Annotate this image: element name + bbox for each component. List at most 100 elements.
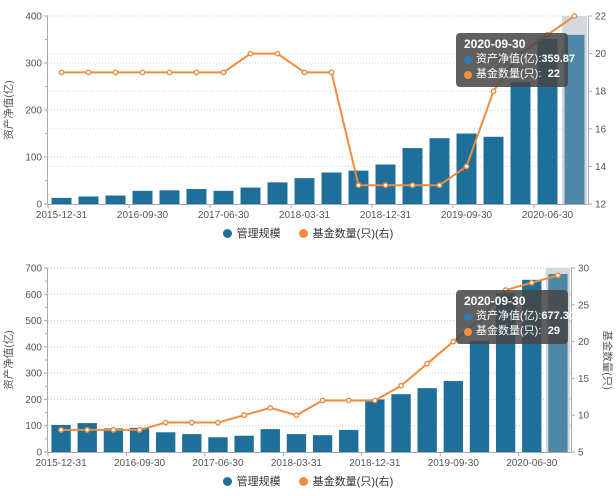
legend-item-aum[interactable]: 管理规模 [222,473,281,489]
line-marker-2020-06-30[interactable] [544,31,551,38]
line-marker-2019-03-31[interactable] [398,382,404,389]
bar-2018-06-30[interactable] [321,172,342,204]
line-marker-2015-12-31[interactable] [58,69,65,76]
line-marker-2017-12-31[interactable] [274,50,281,57]
x-tick-label: 2020-06-30 [522,210,574,221]
bar-2015-12-31[interactable] [51,424,71,452]
line-marker-2016-03-31[interactable] [84,427,91,433]
left-axis-title: 资产净值(亿) [2,330,15,390]
bar-2018-03-31[interactable] [294,178,315,204]
legend-item-aum[interactable]: 管理规模 [222,225,281,241]
x-tick-label: 2018-03-31 [271,458,323,469]
line-marker-2017-12-31[interactable] [267,404,274,411]
bar-2016-12-31[interactable] [159,190,180,204]
line-marker-2019-06-30[interactable] [424,360,431,367]
chart-top-canvas[interactable]: 0 100 200 300 400 12 14 16 18 20 22 2015-12-31 2016-… [0,0,616,248]
bar-2018-12-31[interactable] [365,399,385,452]
bar-2019-03-31[interactable] [402,148,423,204]
x-tick-label: 2018-12-31 [349,458,401,469]
bar-2015-12-31[interactable] [51,197,72,204]
legend-item-fund-count[interactable]: 基金数量(只)(右) [298,473,394,489]
bar-2018-03-31[interactable] [286,434,307,452]
bars-series[interactable] [51,34,585,204]
line-marker-2016-09-30[interactable] [136,427,143,433]
bar-2019-06-30[interactable] [417,388,437,452]
line-marker-2019-03-31[interactable] [409,182,416,189]
bar-2019-12-31[interactable] [469,340,490,452]
legend-top: 管理规模 基金数量(只)(右) [0,225,616,241]
line-marker-2020-06-30[interactable] [528,279,535,286]
line-marker-2019-06-30[interactable] [436,182,443,189]
line-marker-2016-09-30[interactable] [139,69,146,76]
right-tick-label: 18 [595,87,607,98]
bar-2018-06-30[interactable] [312,435,333,452]
right-tick-label: 16 [595,124,607,135]
bar-2017-12-31[interactable] [260,429,280,452]
line-marker-2015-12-31[interactable] [58,427,64,433]
line-marker-2017-03-31[interactable] [188,419,195,426]
legend-item-fund-count[interactable]: 基金数量(只)(右) [298,225,393,241]
bar-2020-06-30[interactable] [537,39,558,204]
line-marker-2016-12-31[interactable] [162,419,169,426]
line-marker-2018-06-30[interactable] [319,397,326,404]
bar-2017-09-30[interactable] [240,187,261,204]
chart-bottom-canvas[interactable]: 0 100 200 300 400 500 600 700 5 10 15 20 25 30 2015-12… [0,248,616,496]
bar-2016-09-30[interactable] [132,190,153,204]
bar-2017-12-31[interactable] [267,182,288,204]
line-marker-2018-12-31[interactable] [382,182,389,189]
bar-2016-06-30[interactable] [105,195,126,204]
bar-2018-09-30[interactable] [339,429,359,452]
line-marker-2016-06-30[interactable] [110,427,117,433]
bar-2016-09-30[interactable] [129,427,150,452]
line-marker-2018-03-31[interactable] [301,69,308,76]
line-marker-2018-03-31[interactable] [293,412,300,419]
bar-2017-03-31[interactable] [182,434,202,452]
line-marker-2017-09-30[interactable] [247,50,254,57]
line-marker-2019-09-30[interactable] [450,338,457,345]
line-marker-2020-09-30[interactable] [571,13,578,19]
bar-2017-09-30[interactable] [234,435,254,452]
bar-2019-06-30[interactable] [429,138,450,204]
line-marker-2020-03-31[interactable] [517,50,524,57]
line-marker-2018-12-31[interactable] [371,397,378,404]
line-marker-2018-09-30[interactable] [345,397,352,404]
bar-2020-03-31[interactable] [495,292,516,452]
left-tick-label: 400 [25,12,42,23]
x-tick-label: 2019-09-30 [428,458,480,469]
line-marker-2019-12-31[interactable] [476,316,483,323]
bar-2017-06-30[interactable] [213,190,234,204]
line-marker-2020-03-31[interactable] [502,287,509,293]
bar-2016-12-31[interactable] [155,432,176,452]
line-marker-2019-12-31[interactable] [490,88,497,95]
legend-label-fund-count: 基金数量(只)(右) [312,476,394,488]
left-tick-label: 500 [25,316,42,327]
bar-2019-03-31[interactable] [391,394,411,452]
bar-2016-06-30[interactable] [103,428,124,452]
right-tick-label: 20 [595,49,607,60]
line-marker-2020-09-30[interactable] [555,272,561,279]
line-marker-2019-09-30[interactable] [463,163,470,170]
bar-2020-03-31[interactable] [510,82,531,204]
left-axis-title: 资产净值(亿) [2,80,15,140]
bar-2019-12-31[interactable] [483,136,504,204]
legend-label-aum: 管理规模 [236,476,281,488]
gridlines [48,15,588,167]
line-marker-2016-12-31[interactable] [166,69,173,76]
line-marker-2018-06-30[interactable] [328,69,335,76]
line-marker-2018-09-30[interactable] [355,182,362,189]
bar-2020-09-30[interactable] [548,273,568,452]
line-marker-2017-09-30[interactable] [241,412,248,419]
line-marker-2017-06-30[interactable] [220,69,227,76]
bar-2016-03-31[interactable] [78,196,99,204]
bar-2020-09-30[interactable] [564,34,585,204]
line-marker-2016-03-31[interactable] [85,69,92,76]
line-marker-2017-03-31[interactable] [193,69,200,76]
bar-2017-06-30[interactable] [208,437,228,452]
bar-2020-06-30[interactable] [522,279,542,452]
bar-2019-09-30[interactable] [443,381,464,452]
line-marker-2017-06-30[interactable] [215,419,221,426]
bar-2017-03-31[interactable] [186,188,207,204]
left-tick-label: 300 [25,369,42,380]
left-tick-label: 200 [25,395,42,406]
line-marker-2016-06-30[interactable] [112,69,119,76]
